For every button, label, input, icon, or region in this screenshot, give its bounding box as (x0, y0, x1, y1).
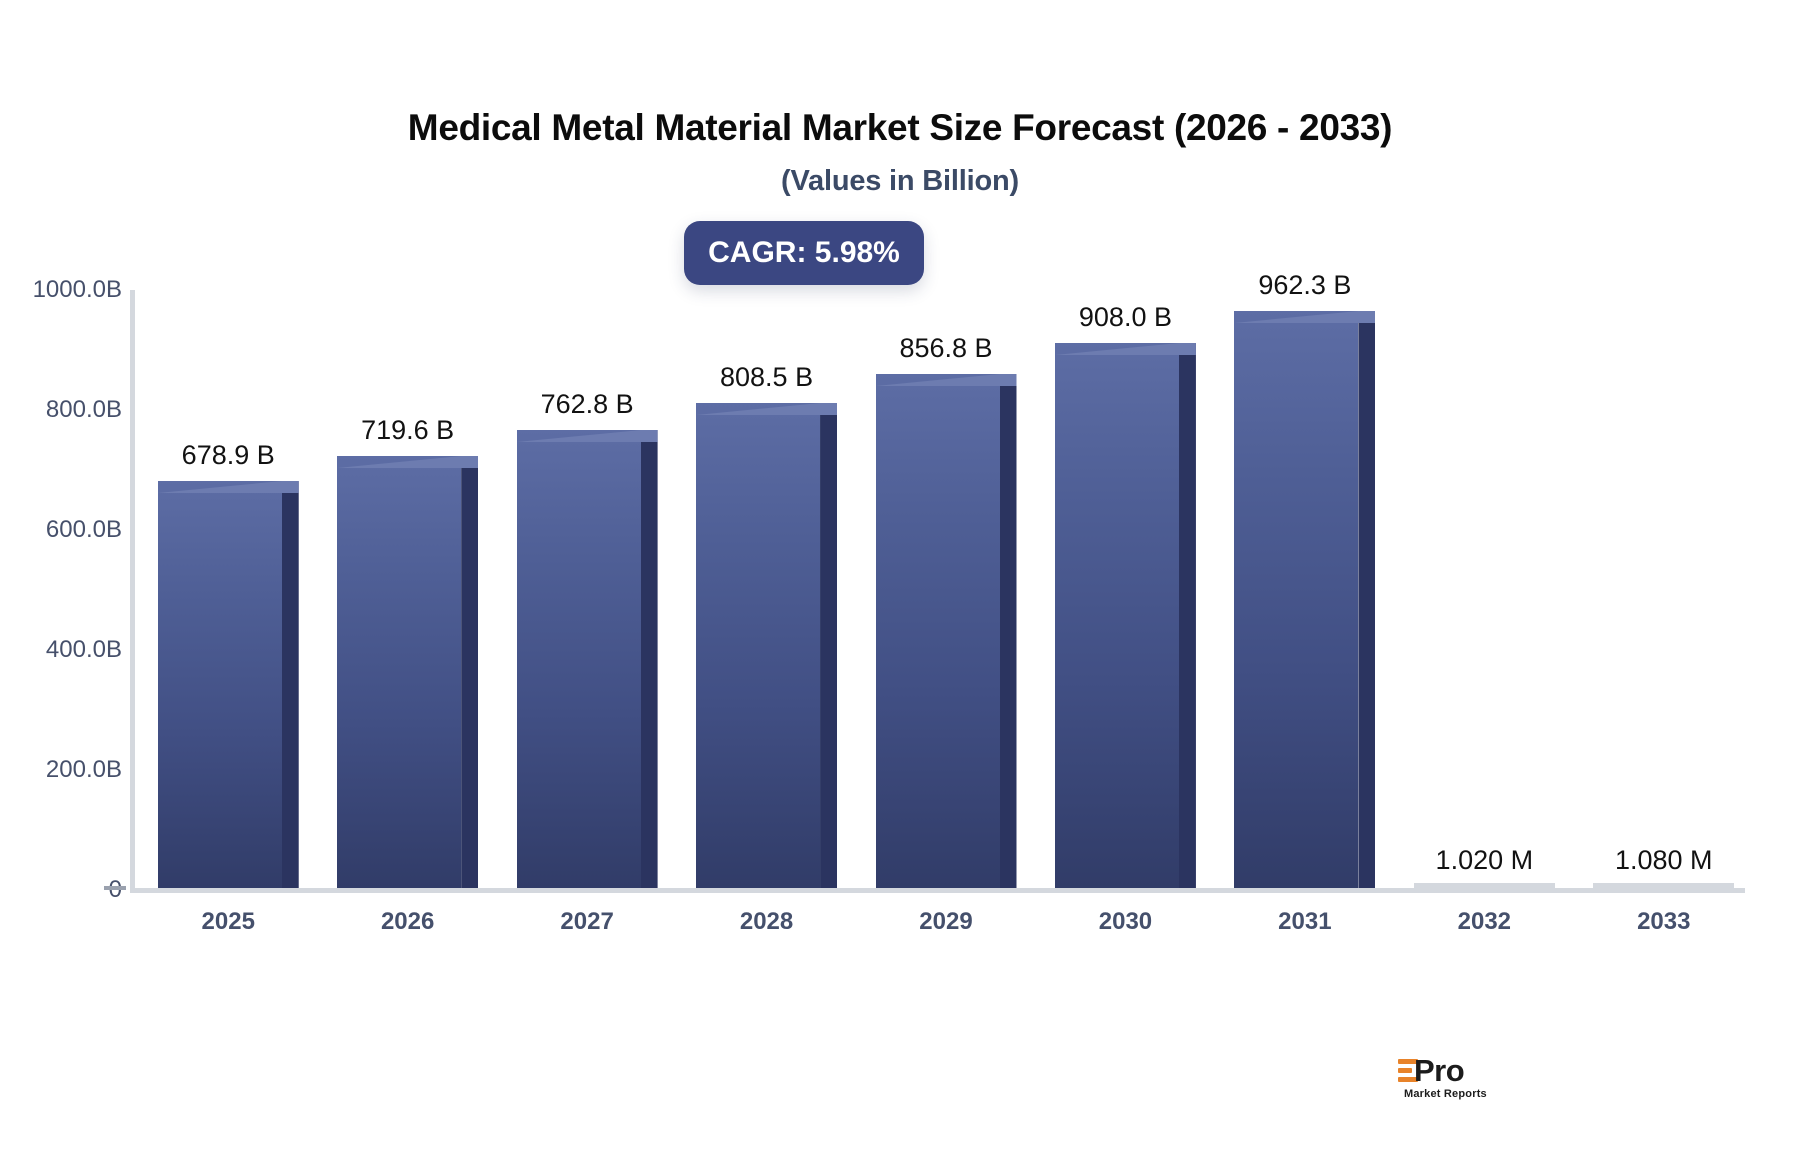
bar-baseline-segment (1413, 883, 1555, 888)
cagr-badge-label: CAGR: 5.98% (708, 236, 900, 269)
chart-subtitle: (Values in Billion) (781, 164, 1019, 197)
page-title: Medical Metal Material Market Size Forec… (407, 107, 1393, 148)
bar (516, 430, 658, 888)
bar-front-face (337, 456, 462, 888)
bar (875, 374, 1017, 888)
bar-value-label: 762.8 B (540, 389, 634, 419)
bar-value-label: 719.6 B (361, 415, 455, 445)
y-axis-tick-label: 200.0B (45, 756, 122, 783)
y-axis-tick-label: 1000.0B (32, 276, 122, 303)
bar-front-face (875, 374, 1000, 888)
bar (696, 403, 838, 888)
bar-value-label: 1.080 M (1614, 845, 1713, 875)
bar-side-face (820, 403, 838, 888)
title-block: Medical Metal Material Market Size Forec… (0, 107, 1800, 198)
x-axis-tick-label: 2032 (1457, 908, 1512, 935)
x-axis-tick-label: 2031 (1278, 908, 1332, 935)
bar-series: 678.9 B 719.6 B 762.8 B 808.5 B 856.8 B 908.0… (130, 270, 1745, 890)
bar (337, 456, 479, 888)
bar-side-face (1358, 311, 1376, 888)
logo-name: Pro (1414, 1053, 1465, 1088)
bar-value-label: 962.3 B (1258, 270, 1352, 300)
bar (1054, 343, 1196, 888)
bar-side-face (1178, 343, 1196, 888)
bar-side-face (461, 456, 479, 888)
bar-side-face (281, 481, 299, 888)
x-axis-tick-label: 2029 (919, 908, 973, 935)
bar (1413, 883, 1555, 888)
y-axis-tick-label: 800.0B (45, 396, 122, 423)
bar-value-label: 908.0 B (1078, 302, 1172, 332)
bar (1234, 311, 1376, 888)
bar-front-face (516, 430, 641, 888)
cagr-badge: CAGR: 5.98% (684, 221, 924, 285)
x-axis-ticks: 2025 2026 2027 2028 2029 2030 2031 2032 2033 (130, 908, 1745, 954)
x-axis-line (130, 888, 1745, 893)
bar-side-face (640, 430, 658, 888)
y-axis-tick-label: 0 (2, 876, 122, 904)
x-axis-tick-label: 2030 (1098, 908, 1153, 935)
x-axis-tick-label: 2027 (560, 908, 614, 935)
bar (1593, 883, 1735, 888)
bar-side-face (999, 374, 1017, 888)
x-axis-tick-label: 2025 (201, 908, 255, 935)
x-axis-tick-label: 2026 (380, 908, 435, 935)
bar-front-face (157, 481, 282, 888)
logo: Pro Market Reports (1398, 1053, 1558, 1115)
plot-area (130, 290, 1745, 893)
y-axis-zero-tick-mark (104, 886, 126, 890)
x-axis-tick-label: 2033 (1637, 908, 1691, 935)
bar-front-face (696, 403, 821, 888)
bar-value-label: 1.020 M (1435, 845, 1534, 875)
bar-front-face (1234, 311, 1359, 888)
bar (157, 481, 299, 888)
bar-value-label: 678.9 B (181, 440, 275, 470)
y-axis-tick-label: 600.0B (45, 516, 122, 543)
bar-value-label: 808.5 B (720, 362, 814, 392)
bar-baseline-segment (1593, 883, 1735, 888)
y-axis-ticks: 1000.0B 800.0B 600.0B 400.0B 200.0B 0 (0, 276, 122, 903)
bar-value-label: 856.8 B (899, 333, 993, 363)
x-axis-tick-label: 2028 (739, 908, 794, 935)
bar-front-face (1054, 343, 1179, 888)
y-axis-tick-label: 400.0B (45, 636, 122, 663)
logo-bars-icon (1398, 1057, 1420, 1087)
logo-tagline: Market Reports (1404, 1088, 1487, 1100)
y-axis-line (130, 290, 135, 890)
